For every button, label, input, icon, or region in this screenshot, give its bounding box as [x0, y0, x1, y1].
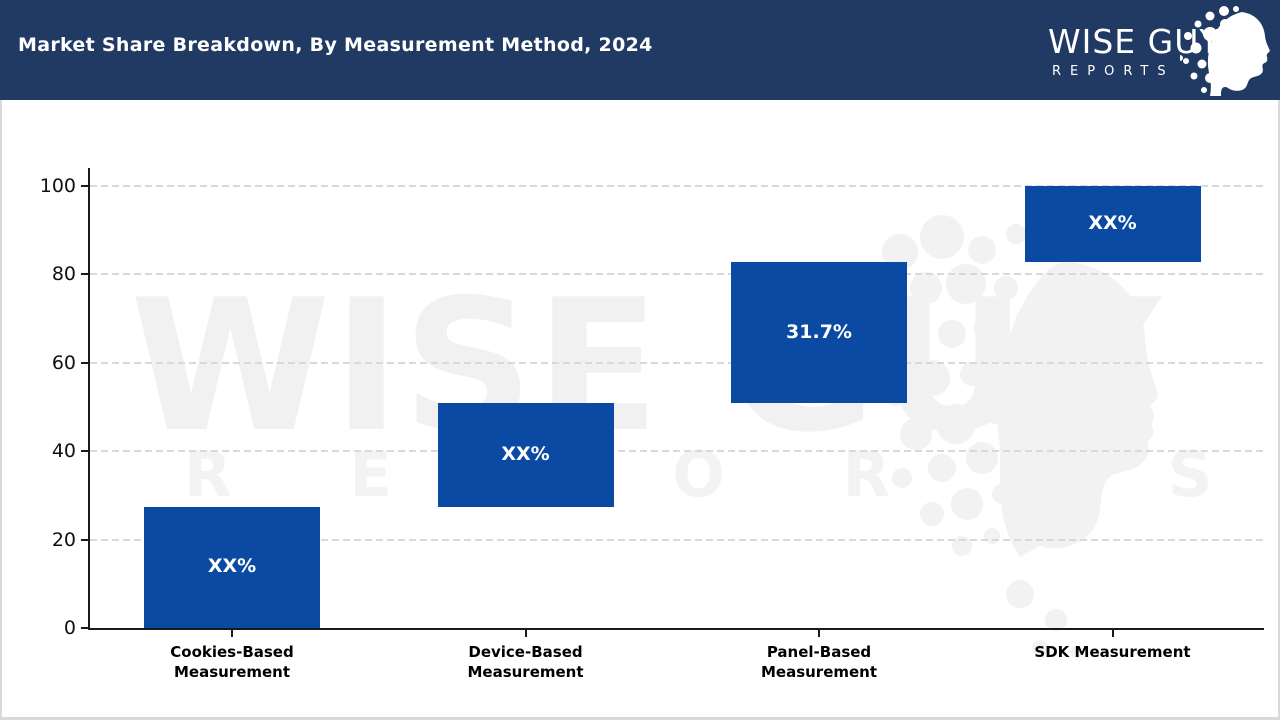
y-tick-label-40: 40 — [51, 440, 76, 463]
y-tick-label-0: 0 — [63, 617, 76, 639]
gridline-y20 — [90, 538, 1264, 541]
bar-segment-2 — [437, 402, 614, 507]
x-tick-mark-3 — [818, 630, 820, 637]
y-tick-label-80: 80 — [51, 263, 76, 286]
plot-area: 0 20 40 60 80 100 XX% XX% 31.7% XX% Cookies-Base… — [40, 168, 1264, 681]
x-category-label-4: SDK Measurement — [1034, 643, 1191, 661]
gridline-y60 — [90, 361, 1264, 364]
gridline-y80 — [90, 273, 1264, 276]
bar-segment-4 — [1024, 186, 1201, 263]
x-category-label-1: Cookies-Based Measurement — [170, 643, 294, 681]
y-tick-mark-40 — [81, 450, 88, 453]
dotted-head-profile-icon — [1180, 6, 1270, 96]
bar-value-label-2: XX% — [501, 442, 550, 465]
y-tick-mark-100 — [81, 185, 88, 187]
chart-area: WISE GUY R E P O R T S 0 20 40 60 80 100 XX% X… — [0, 100, 1280, 720]
watermark-wordmark: WISE GUY — [130, 260, 1163, 472]
bar-value-label-4: XX% — [1088, 212, 1137, 235]
x-tick-mark-2 — [524, 630, 527, 637]
title-bar: Market Share Breakdown, By Measurement M… — [0, 0, 1280, 100]
dotted-head-profile-watermark — [880, 215, 1158, 658]
x-category-label-3: Panel-Based Measurement — [760, 643, 878, 681]
y-tick-label-20: 20 — [51, 528, 76, 551]
x-axis-line — [88, 628, 1264, 630]
bar-segment-3 — [731, 262, 907, 403]
y-tick-mark-0 — [81, 627, 88, 629]
x-category-label-2: Device-Based Measurement — [467, 643, 584, 681]
bar-segment-1 — [144, 506, 320, 628]
y-tick-mark-20 — [81, 538, 88, 541]
x-tick-mark-4 — [1111, 630, 1114, 637]
page-title: Market Share Breakdown, By Measurement M… — [18, 34, 653, 56]
logo-wordmark: WISE GUY — [1048, 22, 1221, 61]
y-axis-line — [88, 168, 90, 630]
wise-guy-reports-logo: WISE GUY REPORTS — [1020, 4, 1272, 96]
y-tick-mark-60 — [81, 361, 88, 364]
gridline-y100 — [90, 185, 1264, 187]
y-tick-mark-80 — [81, 273, 88, 276]
gridline-y40 — [90, 450, 1264, 453]
logo-reports-text: REPORTS — [1052, 64, 1175, 79]
bar-value-label-3: 31.7% — [786, 320, 852, 343]
y-tick-label-60: 60 — [51, 351, 76, 374]
bar-value-label-1: XX% — [207, 555, 257, 578]
y-tick-label-100: 100 — [39, 175, 76, 197]
x-tick-mark-1 — [231, 630, 233, 637]
